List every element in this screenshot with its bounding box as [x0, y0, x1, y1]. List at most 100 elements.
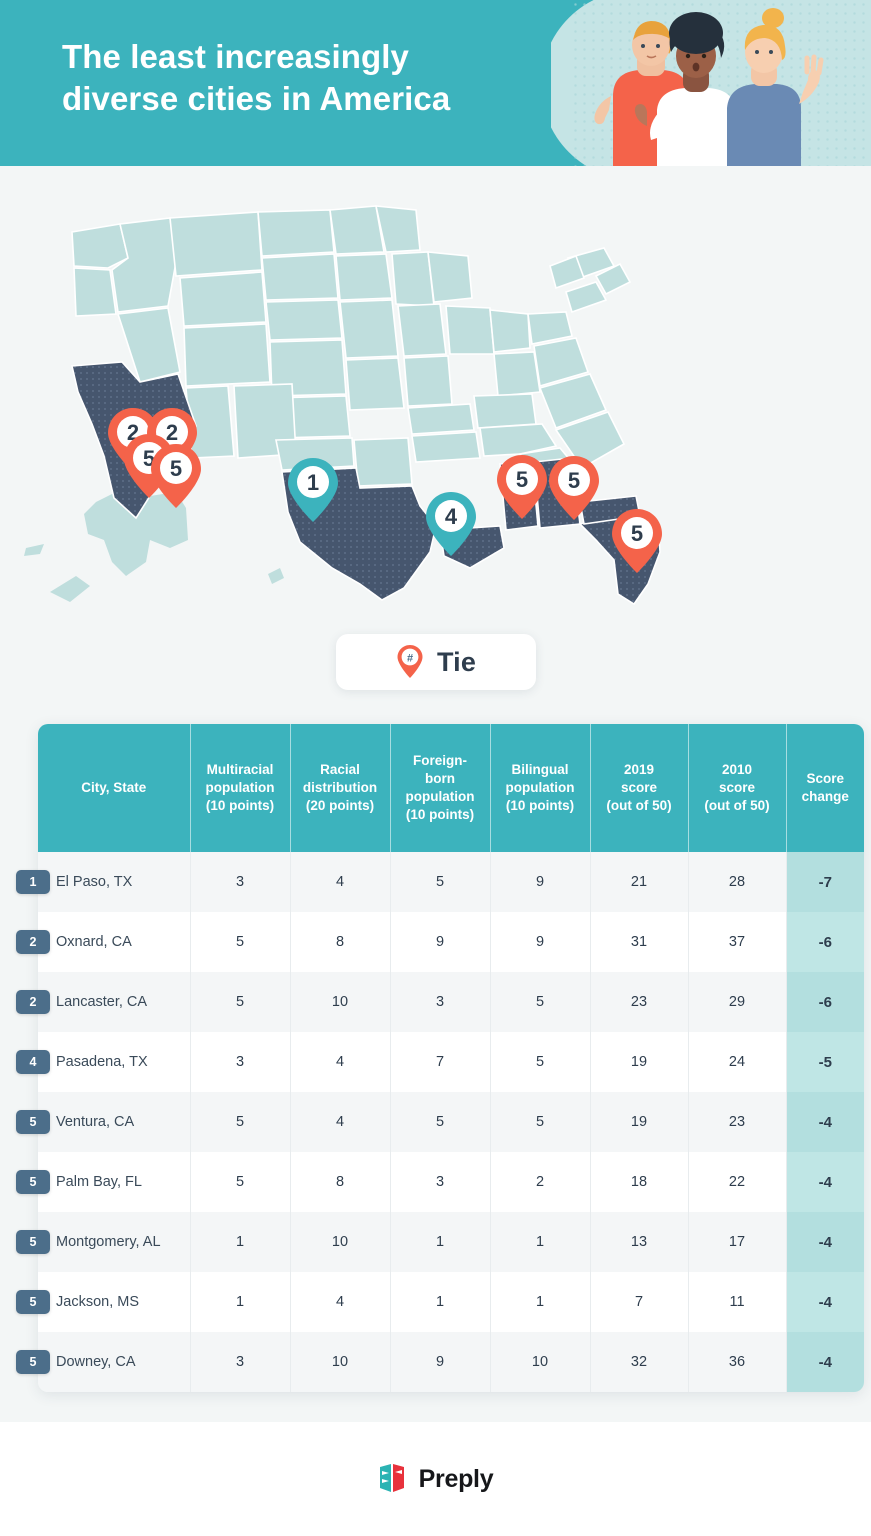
table-row: Oxnard, CA 5 8 9 9 31 37 -6	[38, 912, 864, 972]
col-header-bilingual: Bilingual population (10 points)	[490, 724, 591, 852]
table-header-row: City, State Multiracial population (10 p…	[38, 724, 864, 852]
svg-text:2: 2	[166, 420, 178, 445]
cell-score-2019: 19	[590, 1092, 689, 1152]
col-header-score-2010: 2010 score (out of 50)	[688, 724, 787, 852]
cell-score-2019: 19	[590, 1032, 689, 1092]
table-head: City, State Multiracial population (10 p…	[38, 724, 864, 852]
map-pin-montgomery-al: 5	[549, 456, 599, 520]
cell-racial: 4	[290, 1272, 391, 1332]
table-row: Montgomery, AL 1 10 1 1 13 17 -4	[38, 1212, 864, 1272]
cell-bilingual: 2	[490, 1152, 591, 1212]
cell-city: Downey, CA	[38, 1332, 191, 1392]
cell-score-2019: 7	[590, 1272, 689, 1332]
cell-score-change: -4	[786, 1152, 864, 1212]
cell-city: Palm Bay, FL	[38, 1152, 191, 1212]
rank-badge: 5	[16, 1350, 50, 1374]
cell-bilingual: 1	[490, 1272, 591, 1332]
cell-score-2019: 21	[590, 852, 689, 912]
map-pin-pasadena-tx: 4	[426, 492, 476, 556]
svg-text:5: 5	[631, 521, 643, 546]
cell-score-2010: 29	[688, 972, 787, 1032]
svg-text:4: 4	[445, 504, 458, 529]
col-header-foreign-born: Foreign- born population (10 points)	[390, 724, 491, 852]
cell-multiracial: 5	[190, 1152, 291, 1212]
cell-foreign: 7	[390, 1032, 491, 1092]
cell-multiracial: 5	[190, 972, 291, 1032]
cell-city: Pasadena, TX	[38, 1032, 191, 1092]
cell-score-change: -4	[786, 1092, 864, 1152]
cell-bilingual: 10	[490, 1332, 591, 1392]
person-center-illustration	[634, 12, 735, 166]
cell-score-2019: 18	[590, 1152, 689, 1212]
col-header-multiracial: Multiracial population (10 points)	[190, 724, 291, 852]
cell-city: El Paso, TX	[38, 852, 191, 912]
cell-score-2019: 31	[590, 912, 689, 972]
rank-badge: 4	[16, 1050, 50, 1074]
rank-badge: 5	[16, 1110, 50, 1134]
cell-score-2019: 32	[590, 1332, 689, 1392]
cell-foreign: 1	[390, 1272, 491, 1332]
cell-multiracial: 1	[190, 1212, 291, 1272]
rank-badge: 2	[16, 930, 50, 954]
svg-text:1: 1	[307, 470, 319, 495]
col-header-city: City, State	[38, 724, 191, 852]
cell-racial: 8	[290, 912, 391, 972]
table-row: Downey, CA 3 10 9 10 32 36 -4	[38, 1332, 864, 1392]
cell-multiracial: 3	[190, 1032, 291, 1092]
preply-logo-icon	[379, 1464, 404, 1492]
cell-score-2010: 28	[688, 852, 787, 912]
cell-score-change: -4	[786, 1332, 864, 1392]
rank-badge: 5	[16, 1290, 50, 1314]
cell-score-change: -4	[786, 1212, 864, 1272]
map-pin-jackson-ms: 5	[497, 455, 547, 519]
cell-score-change: -7	[786, 852, 864, 912]
header-illustration	[551, 0, 871, 166]
content-area: 2 2 5	[0, 166, 871, 1422]
cell-score-2010: 37	[688, 912, 787, 972]
cell-bilingual: 1	[490, 1212, 591, 1272]
cell-foreign: 1	[390, 1212, 491, 1272]
cell-city: Jackson, MS	[38, 1272, 191, 1332]
table-row: El Paso, TX 3 4 5 9 21 28 -7	[38, 852, 864, 912]
cell-racial: 10	[290, 972, 391, 1032]
ranking-table: City, State Multiracial population (10 p…	[16, 724, 864, 1392]
cell-city: Montgomery, AL	[38, 1212, 191, 1272]
table-row: Ventura, CA 5 4 5 5 19 23 -4	[38, 1092, 864, 1152]
cell-score-change: -4	[786, 1272, 864, 1332]
cell-score-change: -5	[786, 1032, 864, 1092]
map-pin-palm-bay-fl: 5	[612, 509, 662, 573]
cell-racial: 8	[290, 1152, 391, 1212]
cell-score-2010: 23	[688, 1092, 787, 1152]
cell-racial: 4	[290, 1032, 391, 1092]
cell-bilingual: 9	[490, 852, 591, 912]
cell-racial: 10	[290, 1212, 391, 1272]
rank-badge: 2	[16, 990, 50, 1014]
cell-foreign: 9	[390, 912, 491, 972]
cell-score-change: -6	[786, 912, 864, 972]
cell-racial: 4	[290, 1092, 391, 1152]
cell-multiracial: 3	[190, 852, 291, 912]
col-header-racial-distribution: Racial distribution (20 points)	[290, 724, 391, 852]
cell-multiracial: 5	[190, 1092, 291, 1152]
svg-text:5: 5	[170, 456, 182, 481]
page-title: The least increasingly diverse cities in…	[62, 36, 532, 120]
cell-score-change: -6	[786, 972, 864, 1032]
cell-bilingual: 5	[490, 1032, 591, 1092]
tie-legend: # Tie	[336, 634, 536, 690]
cell-score-2010: 17	[688, 1212, 787, 1272]
brand-name: Preply	[418, 1464, 494, 1493]
cell-foreign: 3	[390, 972, 491, 1032]
cell-foreign: 9	[390, 1332, 491, 1392]
cell-city: Lancaster, CA	[38, 972, 191, 1032]
cell-score-2010: 36	[688, 1332, 787, 1392]
cell-score-2010: 22	[688, 1152, 787, 1212]
cell-foreign: 3	[390, 1152, 491, 1212]
rank-badge: 5	[16, 1230, 50, 1254]
table-body: El Paso, TX 3 4 5 9 21 28 -7 Oxnard, CA …	[38, 852, 864, 1392]
cell-score-2019: 13	[590, 1212, 689, 1272]
us-map: 2 2 5	[0, 196, 871, 666]
cell-racial: 4	[290, 852, 391, 912]
cell-score-2019: 23	[590, 972, 689, 1032]
cell-foreign: 5	[390, 1092, 491, 1152]
